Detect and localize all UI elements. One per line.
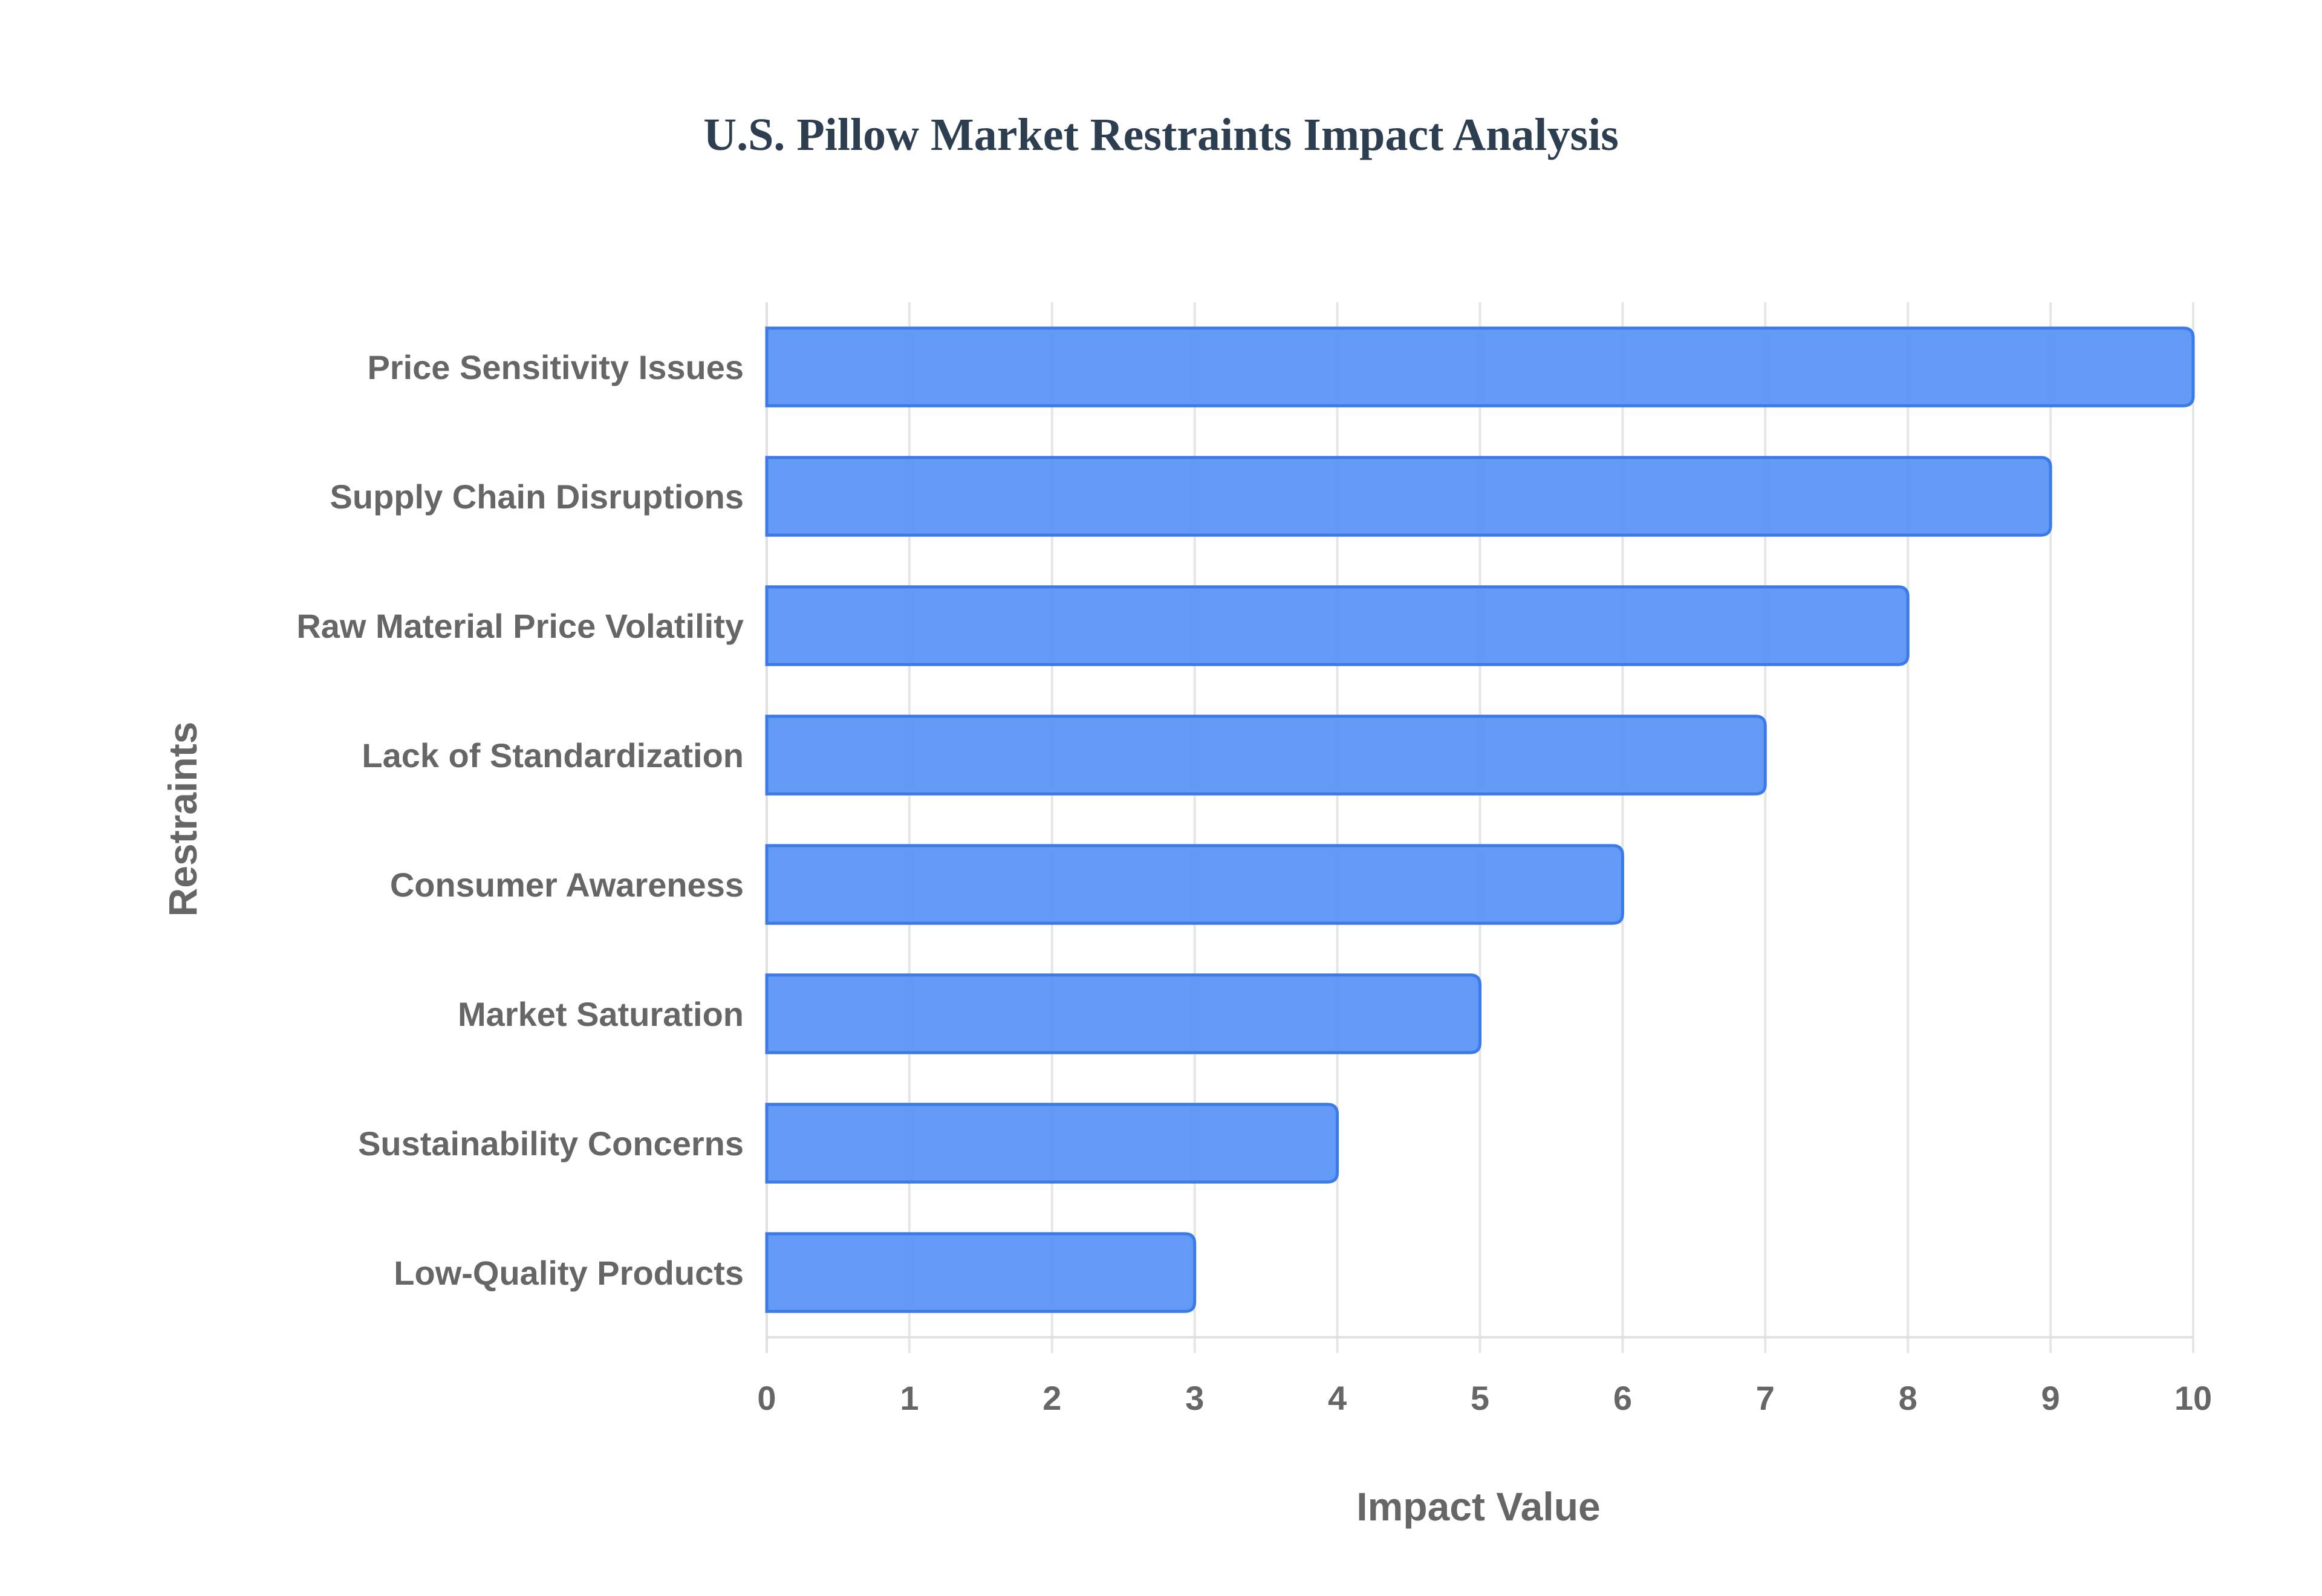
bar[interactable] [765,844,1624,925]
x-tick-label: 9 [2041,1379,2060,1417]
y-tick-label: Consumer Awareness [390,866,744,904]
x-tick-label: 3 [1185,1379,1204,1417]
x-tick-label: 6 [1613,1379,1632,1417]
x-tick-label: 1 [900,1379,919,1417]
chart-title: U.S. Pillow Market Restraints Impact Ana… [703,109,1619,160]
bar[interactable] [765,973,1481,1054]
x-tick-label: 7 [1756,1379,1775,1417]
x-axis-title: Impact Value [1356,1484,1601,1529]
y-tick-label: Lack of Standardization [362,736,744,774]
bar[interactable] [765,1232,1197,1313]
x-tick-label: 5 [1471,1379,1489,1417]
bar[interactable] [765,326,2195,407]
x-tick-label: 10 [2174,1379,2212,1417]
bars [765,326,2195,1313]
x-axis-tick-labels: 0 1 2 3 4 5 6 7 8 9 10 [757,1379,2212,1417]
y-tick-label: Price Sensitivity Issues [367,348,744,386]
y-tick-label: Market Saturation [458,995,744,1033]
y-axis-title: Restraints [160,722,205,917]
x-tick-label: 2 [1042,1379,1061,1417]
y-tick-label: Raw Material Price Volatility [296,607,744,645]
x-tick-label: 0 [757,1379,776,1417]
y-tick-label: Low-Quality Products [394,1254,744,1292]
bar[interactable] [765,1103,1339,1184]
y-axis-tick-labels: Price Sensitivity Issues Supply Chain Dis… [296,348,744,1292]
bar[interactable] [765,715,1767,796]
x-tick-label: 8 [1899,1379,1917,1417]
bar[interactable] [765,585,1910,666]
y-tick-label: Supply Chain Disruptions [330,478,744,516]
y-tick-label: Sustainability Concerns [358,1124,744,1163]
bar[interactable] [765,456,2052,537]
x-tick-label: 4 [1328,1379,1347,1417]
